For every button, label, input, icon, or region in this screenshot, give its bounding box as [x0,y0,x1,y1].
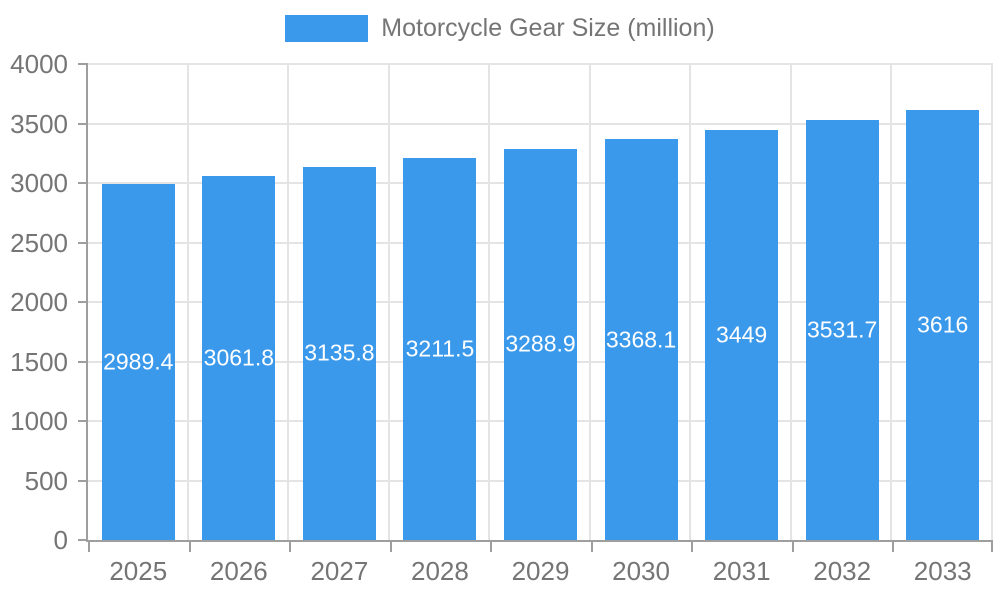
y-tick-mark [78,241,88,244]
y-axis-tick-label: 4000 [10,49,68,79]
y-axis-tick-label: 3000 [10,168,68,198]
plot-area: 2989.4 3061.8 3135.8 3211.5 3288.9 3368.1 3449… [88,63,993,540]
gridline-vertical [287,64,290,540]
y-tick-mark [78,539,88,541]
y-axis-tick-label: 2500 [10,227,68,258]
gridline-vertical [991,64,993,540]
x-axis-line [86,540,993,542]
gridline-horizontal [88,63,993,65]
bar: 3531.7 [805,119,879,540]
y-tick-mark [78,479,88,482]
bar-value-label: 3531.7 [806,316,878,343]
x-tick-mark [691,542,694,552]
y-axis-tick-label: 3500 [10,108,68,139]
bar-value-label: 3449 [716,321,768,348]
x-axis-category-label: 2031 [712,556,771,586]
y-axis-tick-label: 1000 [10,406,68,436]
y-axis-line [86,64,88,542]
gridline-vertical [387,64,390,540]
y-tick-mark [78,360,88,363]
x-tick-mark [892,542,895,552]
y-axis-tick-label: 2000 [10,287,68,317]
bar-value-label: 3211.5 [405,335,475,362]
y-axis-tick-label: 0 [53,525,68,555]
bar-value-label: 3616 [917,311,969,338]
x-tick-mark [590,542,593,552]
bar: 3061.8 [202,175,276,540]
x-axis-category-label: 2027 [310,556,369,586]
x-axis-category-label: 2029 [511,556,570,586]
bar: 3616 [906,109,980,540]
bar: 3135.8 [302,166,376,540]
x-tick-mark [88,542,90,552]
bar-value-label: 3135.8 [304,339,375,366]
bar-value-label: 2989.4 [103,348,174,375]
x-axis-category-label: 2026 [209,556,268,586]
legend-swatch [285,15,369,42]
bar-value-label: 3061.8 [203,344,275,371]
bar-value-label: 3288.9 [505,330,576,357]
x-axis-category-label: 2025 [109,556,168,586]
legend: Motorcycle Gear Size (million) [0,14,1000,43]
bar: 2989.4 [101,184,175,540]
x-tick-mark [188,542,191,552]
y-tick-mark [78,420,88,422]
x-axis-category-label: 2033 [913,556,972,586]
x-axis-category-label: 2030 [612,556,670,586]
bar: 3368.1 [604,139,678,540]
y-tick-mark [78,63,88,65]
x-axis-category-label: 2032 [813,556,872,586]
x-tick-mark [490,542,493,552]
y-axis-tick-label: 1500 [10,346,68,377]
x-axis-category-label: 2028 [411,556,469,586]
x-tick-mark [289,542,292,552]
y-axis-tick-label: 500 [24,465,68,496]
bar: 3449 [705,129,779,540]
gridline-vertical [588,64,591,540]
gridline-vertical [890,64,893,540]
x-tick-mark [991,542,993,552]
bar: 3288.9 [504,148,577,540]
x-tick-mark [389,542,392,552]
bar-value-label: 3368.1 [605,326,677,353]
gridline-vertical [488,64,491,540]
gridline-horizontal [88,122,993,125]
x-tick-mark [791,542,794,552]
gridline-vertical [186,64,189,540]
gridline-vertical [689,64,692,540]
y-tick-mark [78,122,88,125]
y-tick-mark [78,182,88,184]
bar: 3211.5 [403,157,477,540]
y-tick-mark [78,301,88,303]
gridline-vertical [789,64,792,540]
legend-label: Motorcycle Gear Size (million) [381,14,715,42]
